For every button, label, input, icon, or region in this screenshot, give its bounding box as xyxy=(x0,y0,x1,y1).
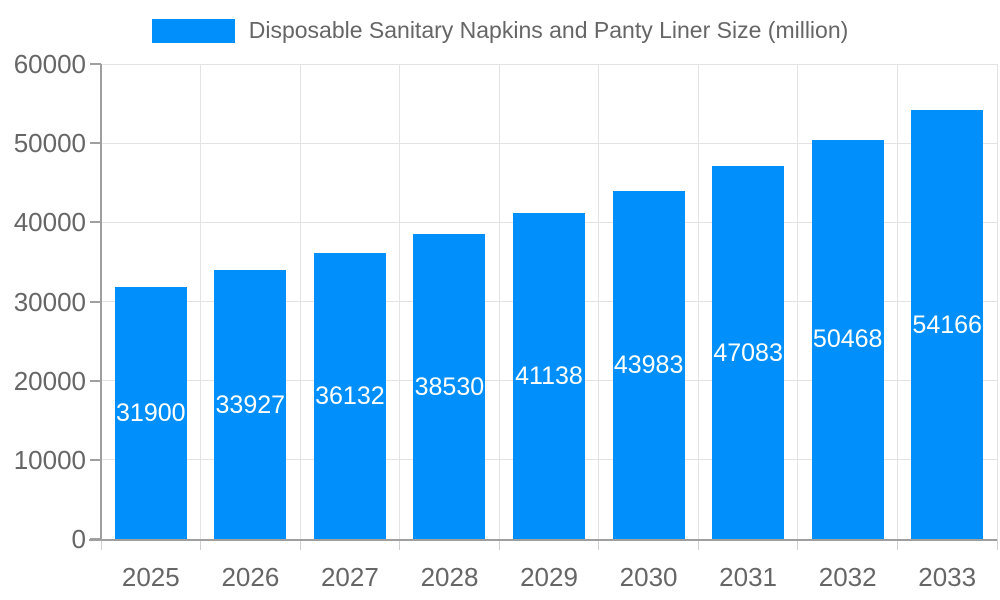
x-axis-tick xyxy=(200,539,202,550)
x-axis-tick xyxy=(598,539,600,550)
bar[interactable] xyxy=(712,166,785,539)
y-axis-tick xyxy=(90,458,101,461)
x-axis-tick xyxy=(100,539,102,550)
bar[interactable] xyxy=(811,139,884,539)
gridline-v xyxy=(498,64,500,539)
x-axis-tick xyxy=(299,539,301,550)
gridline-v xyxy=(598,64,600,539)
gridline-v xyxy=(697,64,699,539)
bar[interactable] xyxy=(214,270,287,539)
x-axis-tick xyxy=(498,539,500,550)
bar-value-label: 50468 xyxy=(812,325,883,354)
x-tick-label: 2027 xyxy=(320,562,379,592)
bar-value-label: 47083 xyxy=(713,338,783,367)
x-tick-label: 2028 xyxy=(420,562,479,592)
gridline-v xyxy=(896,64,898,539)
x-axis-tick xyxy=(399,539,401,550)
legend-label: Disposable Sanitary Napkins and Panty Li… xyxy=(248,17,849,43)
legend-swatch xyxy=(151,18,235,43)
y-axis-tick xyxy=(90,142,101,145)
bar[interactable] xyxy=(114,286,187,539)
x-axis-line xyxy=(89,539,997,541)
y-tick-label: 30000 xyxy=(13,286,86,317)
bar-value-label: 31900 xyxy=(116,398,186,427)
gridline-h xyxy=(101,142,997,144)
y-axis-line xyxy=(100,64,102,539)
x-tick-label: 2029 xyxy=(520,562,578,592)
y-axis-tick xyxy=(90,300,101,303)
y-axis-tick xyxy=(90,63,101,65)
y-axis-tick xyxy=(90,221,101,224)
bar[interactable] xyxy=(612,190,685,539)
x-tick-label: 2030 xyxy=(619,562,678,592)
bar[interactable] xyxy=(911,110,984,539)
x-axis-tick xyxy=(896,539,898,550)
x-tick-label: 2032 xyxy=(818,562,877,592)
bar-value-label: 33927 xyxy=(215,390,286,419)
y-tick-label: 60000 xyxy=(13,49,86,79)
y-tick-label: 0 xyxy=(71,524,86,554)
x-tick-label: 2026 xyxy=(221,562,280,592)
gridline-v xyxy=(200,64,202,539)
bar[interactable] xyxy=(413,234,486,539)
gridline-v xyxy=(797,64,799,539)
y-tick-label: 20000 xyxy=(13,365,86,396)
gridline-v xyxy=(299,64,301,539)
y-tick-label: 50000 xyxy=(13,128,86,159)
bar-value-label: 43983 xyxy=(613,350,684,379)
x-axis-tick xyxy=(797,539,799,550)
x-tick-label: 2033 xyxy=(918,562,977,592)
x-axis-tick xyxy=(697,539,699,550)
bar-value-label: 38530 xyxy=(414,372,485,401)
y-tick-label: 40000 xyxy=(13,207,86,238)
legend[interactable]: Disposable Sanitary Napkins and Panty Li… xyxy=(0,17,1000,44)
gridline-h xyxy=(101,63,997,65)
bar-value-label: 41138 xyxy=(515,362,583,391)
bar-value-label: 54166 xyxy=(912,310,982,339)
y-axis-tick xyxy=(90,379,101,382)
bar[interactable] xyxy=(513,213,585,539)
bar[interactable] xyxy=(313,253,386,539)
x-tick-label: 2031 xyxy=(719,562,778,592)
x-tick-label: 2025 xyxy=(121,562,180,592)
y-tick-label: 10000 xyxy=(13,444,86,475)
gridline-v xyxy=(399,64,401,539)
bar-value-label: 36132 xyxy=(315,382,385,410)
x-axis-tick xyxy=(996,539,998,550)
gridline-v xyxy=(996,64,998,539)
